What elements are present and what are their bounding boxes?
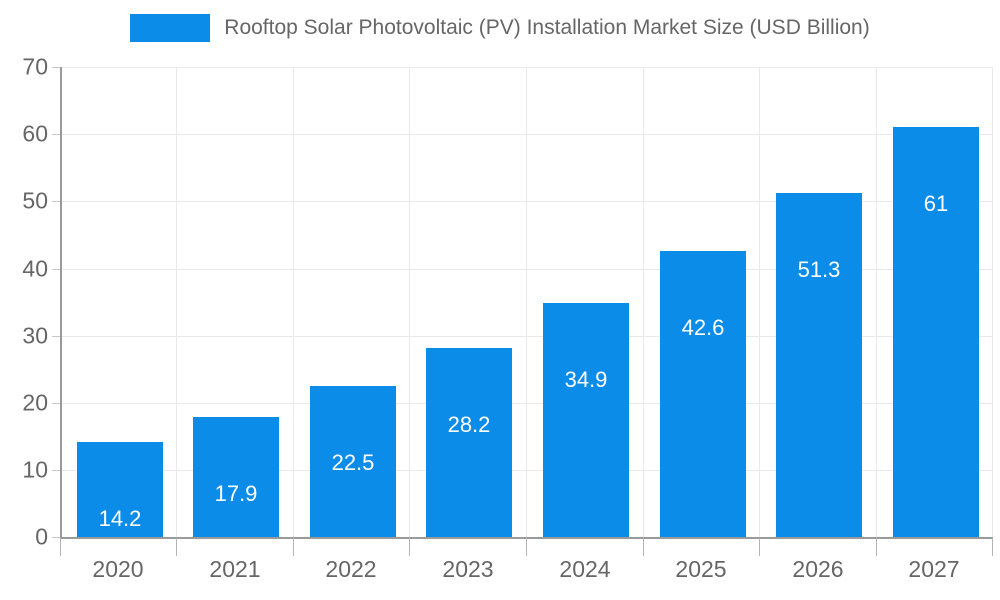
y-axis-tick-label: 20 xyxy=(22,389,48,416)
gridline-vertical xyxy=(759,67,760,537)
gridline-vertical xyxy=(643,67,644,537)
legend-color-swatch-icon xyxy=(130,13,211,42)
gridline-vertical xyxy=(876,67,877,537)
bar-value-label: 17.9 xyxy=(214,481,258,506)
x-axis-tick-label: 2023 xyxy=(442,556,494,582)
y-axis-tick-label: 70 xyxy=(22,53,48,80)
bar-2027[interactable]: 61 xyxy=(893,127,979,537)
bar-value-label: 34.9 xyxy=(564,367,608,392)
x-axis-tick-label: 2024 xyxy=(559,556,611,582)
y-axis-tick-mark xyxy=(52,403,61,404)
y-axis-line xyxy=(60,67,62,538)
x-axis-tick-mark xyxy=(759,538,760,556)
x-axis-tick-label: 2021 xyxy=(209,556,261,582)
gridline-vertical xyxy=(176,67,177,537)
x-axis-tick-mark xyxy=(876,538,877,556)
x-axis-tick-label: 2026 xyxy=(792,556,844,582)
y-axis-tick-label: 50 xyxy=(22,187,48,214)
x-axis-tick-mark xyxy=(409,538,410,556)
bar-value-label: 61 xyxy=(923,191,949,216)
y-axis-tick-mark xyxy=(52,269,61,270)
x-axis-tick-mark xyxy=(60,538,61,556)
x-axis-tick-label: 2022 xyxy=(325,556,377,582)
y-axis-tick-mark xyxy=(52,537,61,538)
y-axis-tick-label: 40 xyxy=(22,255,48,282)
legend-item-market-size[interactable]: Rooftop Solar Photovoltaic (PV) Installa… xyxy=(130,13,870,42)
y-axis-tick-mark xyxy=(52,134,61,135)
bar-2026[interactable]: 51.3 xyxy=(776,193,862,537)
plot-area: 14.2 17.9 22.5 28.2 34.9 42.6 51.3 61 xyxy=(60,67,993,537)
x-axis-tick-mark xyxy=(526,538,527,556)
y-axis-tick-label: 10 xyxy=(22,456,48,483)
y-axis-tick-mark xyxy=(52,470,61,471)
y-axis-tick-mark xyxy=(52,336,61,337)
gridline-vertical xyxy=(526,67,527,537)
bar-2024[interactable]: 34.9 xyxy=(543,303,629,537)
bar-2020[interactable]: 14.2 xyxy=(77,442,163,537)
x-axis-tick-mark xyxy=(293,538,294,556)
x-axis-tick-label: 2027 xyxy=(908,556,960,582)
gridline-vertical xyxy=(293,67,294,537)
y-axis-labels: 0 10 20 30 40 50 60 70 xyxy=(0,0,48,600)
x-axis-tick-mark xyxy=(176,538,177,556)
y-axis-tick-label: 30 xyxy=(22,322,48,349)
bar-2025[interactable]: 42.6 xyxy=(660,251,746,537)
y-axis-tick-label: 0 xyxy=(35,523,48,550)
y-axis-tick-mark xyxy=(52,67,61,68)
gridline-vertical xyxy=(409,67,410,537)
y-axis-tick-label: 60 xyxy=(22,120,48,147)
bar-value-label: 14.2 xyxy=(98,506,142,531)
bar-value-label: 42.6 xyxy=(681,315,725,340)
bar-value-label: 28.2 xyxy=(447,412,491,437)
chart-legend: Rooftop Solar Photovoltaic (PV) Installa… xyxy=(0,0,1000,55)
x-axis-tick-mark xyxy=(643,538,644,556)
bar-value-label: 51.3 xyxy=(797,257,841,282)
plot-right-border xyxy=(992,67,993,537)
bar-2022[interactable]: 22.5 xyxy=(310,386,396,537)
bar-2023[interactable]: 28.2 xyxy=(426,348,512,537)
bar-value-label: 22.5 xyxy=(331,450,375,475)
legend-item-label: Rooftop Solar Photovoltaic (PV) Installa… xyxy=(224,16,870,39)
y-axis-tick-mark xyxy=(52,201,61,202)
bar-2021[interactable]: 17.9 xyxy=(193,417,279,537)
x-axis-tick-mark xyxy=(992,538,993,556)
x-axis-tick-label: 2025 xyxy=(675,556,727,582)
x-axis-tick-label: 2020 xyxy=(92,556,144,582)
